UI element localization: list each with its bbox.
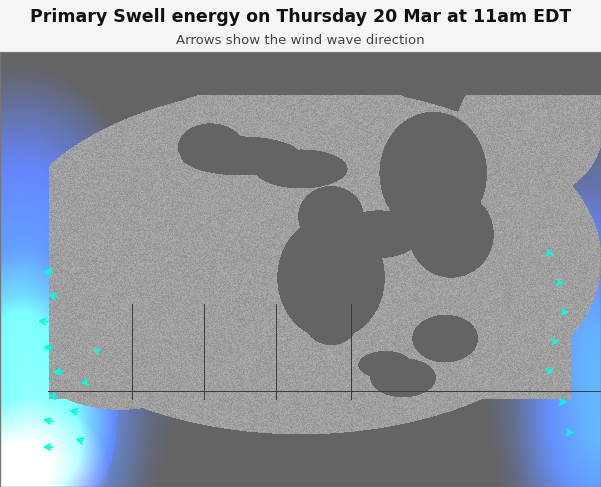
Text: Arrows show the wind wave direction: Arrows show the wind wave direction [176,34,425,47]
Text: Primary Swell energy on Thursday 20 Mar at 11am EDT: Primary Swell energy on Thursday 20 Mar … [30,8,571,26]
